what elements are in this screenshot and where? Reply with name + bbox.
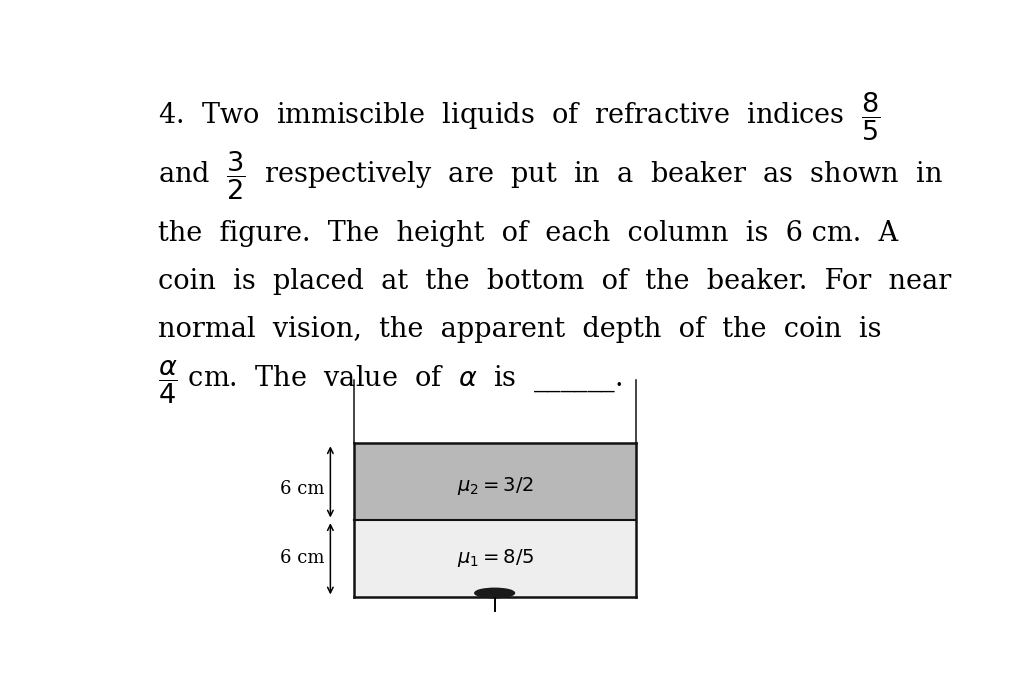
Text: $\mu_1=8/5$: $\mu_1=8/5$ [458, 546, 535, 568]
Text: $\dfrac{\alpha}{4}$ cm.  The  value  of  $\alpha$  is  ______.: $\dfrac{\alpha}{4}$ cm. The value of $\a… [158, 359, 623, 406]
Text: 6 cm: 6 cm [281, 480, 325, 497]
Bar [354, 444, 636, 520]
Text: the  figure.  The  height  of  each  column  is  6 cm.  A: the figure. The height of each column is… [158, 220, 898, 247]
Text: and  $\dfrac{3}{2}$  respectively  are  put  in  a  beaker  as  shown  in: and $\dfrac{3}{2}$ respectively are put … [158, 150, 943, 202]
Text: coin  is  placed  at  the  bottom  of  the  beaker.  For  near: coin is placed at the bottom of the beak… [158, 268, 951, 295]
Text: $\mu_2=3/2$: $\mu_2=3/2$ [458, 475, 534, 497]
Text: 4.  Two  immiscible  liquids  of  refractive  indices  $\dfrac{8}{5}$: 4. Two immiscible liquids of refractive … [158, 91, 881, 143]
Ellipse shape [475, 588, 514, 598]
Bar [354, 520, 636, 597]
Text: 6 cm: 6 cm [281, 548, 325, 566]
Text: normal  vision,  the  apparent  depth  of  the  coin  is: normal vision, the apparent depth of the… [158, 316, 882, 343]
